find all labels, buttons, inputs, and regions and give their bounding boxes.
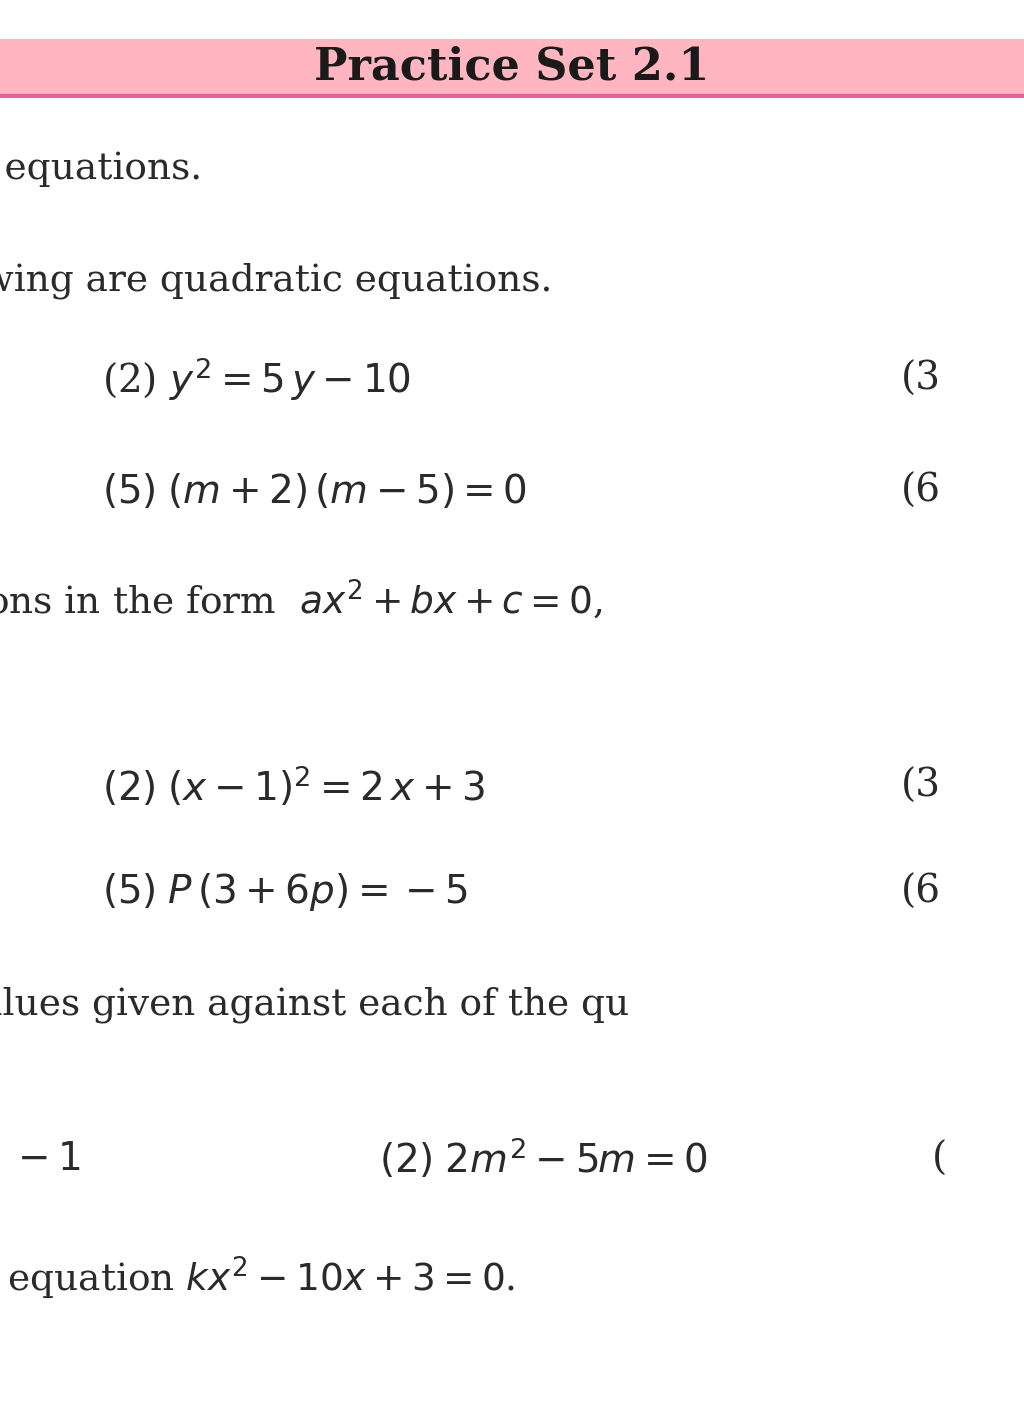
Text: $1,\,-1$: $1,\,-1$ [0,1139,81,1179]
Text: $(5)\;P\,(3+6p) = -5$: $(5)\;P\,(3+6p) = -5$ [102,871,469,913]
Text: $(5)\;(m+2)\,(m-5) = 0$: $(5)\;(m+2)\,(m-5) = 0$ [102,472,527,511]
Text: : equations.: : equations. [0,150,202,187]
Text: (2) $y^2 = 5\,y - 10$: (2) $y^2 = 5\,y - 10$ [102,355,412,403]
Text: Practice Set 2.1: Practice Set 2.1 [314,46,710,89]
Text: $(2)\;(x-1)^2 = 2\,x + 3$: $(2)\;(x-1)^2 = 2\,x + 3$ [102,764,485,809]
Text: (3: (3 [901,361,941,398]
Text: tions in the form  $ax^2 + bx + c = 0$,: tions in the form $ax^2 + bx + c = 0$, [0,577,602,622]
Text: (: ( [932,1141,947,1177]
Bar [0,39,1024,96]
Text: $(2)\;2m^2 - 5m = 0$: $(2)\;2m^2 - 5m = 0$ [379,1137,708,1182]
Text: of equation $kx^2 - 10x + 3 = 0$.: of equation $kx^2 - 10x + 3 = 0$. [0,1255,515,1302]
Text: values given against each of the qu: values given against each of the qu [0,986,630,1023]
Text: (6: (6 [901,874,941,910]
Text: owing are quadratic equations.: owing are quadratic equations. [0,263,552,299]
Text: (6: (6 [901,473,941,510]
Text: (3: (3 [901,769,941,805]
